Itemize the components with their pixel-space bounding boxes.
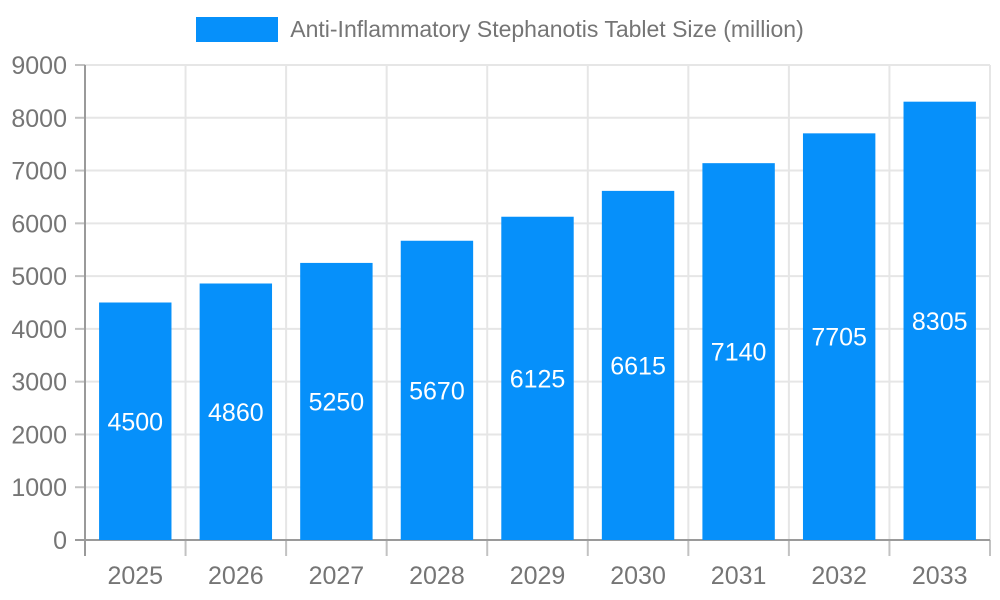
bar-value-label: 6615 bbox=[610, 352, 666, 380]
bar-value-label: 7705 bbox=[811, 324, 867, 352]
bar-value-label: 7140 bbox=[711, 339, 767, 367]
y-tick-label: 7000 bbox=[11, 158, 67, 186]
x-tick-label: 2029 bbox=[510, 562, 566, 590]
bar-value-label: 6125 bbox=[510, 365, 566, 393]
y-tick-label: 0 bbox=[53, 527, 67, 555]
y-tick-label: 9000 bbox=[11, 52, 67, 80]
y-tick-label: 1000 bbox=[11, 474, 67, 502]
bar-2027 bbox=[300, 262, 373, 540]
x-tick-label: 2025 bbox=[107, 562, 163, 590]
x-tick-label: 2032 bbox=[811, 562, 867, 590]
legend-swatch-icon bbox=[196, 17, 279, 42]
y-tick-label: 6000 bbox=[11, 210, 67, 238]
chart-legend[interactable]: Anti-Inflammatory Stephanotis Tablet Siz… bbox=[0, 16, 1000, 43]
bar-2029 bbox=[501, 216, 574, 540]
y-tick-label: 5000 bbox=[11, 263, 67, 291]
y-tick-label: 4000 bbox=[11, 316, 67, 344]
y-tick-label: 3000 bbox=[11, 369, 67, 397]
x-tick-label: 2028 bbox=[409, 562, 465, 590]
bar-value-label: 4500 bbox=[107, 408, 163, 436]
bar-2033 bbox=[903, 101, 976, 541]
bar-2032 bbox=[802, 133, 876, 540]
bar-value-label: 5250 bbox=[309, 388, 365, 416]
bar-2030 bbox=[601, 190, 675, 540]
bar-value-label: 4860 bbox=[208, 399, 264, 427]
bar-2031 bbox=[702, 163, 775, 540]
y-tick-label: 8000 bbox=[11, 105, 67, 133]
x-tick-label: 2027 bbox=[309, 562, 365, 590]
x-tick-label: 2030 bbox=[610, 562, 666, 590]
y-tick-label: 2000 bbox=[11, 421, 67, 449]
x-tick-label: 2026 bbox=[208, 562, 264, 590]
bar-2025 bbox=[99, 302, 172, 540]
bar-2026 bbox=[199, 283, 273, 540]
x-tick-label: 2033 bbox=[912, 562, 968, 590]
bar-value-label: 8305 bbox=[912, 308, 968, 336]
bar-2028 bbox=[400, 240, 474, 540]
bar-value-label: 5670 bbox=[409, 377, 465, 405]
x-tick-label: 2031 bbox=[711, 562, 767, 590]
legend-label: Anti-Inflammatory Stephanotis Tablet Siz… bbox=[290, 16, 804, 42]
